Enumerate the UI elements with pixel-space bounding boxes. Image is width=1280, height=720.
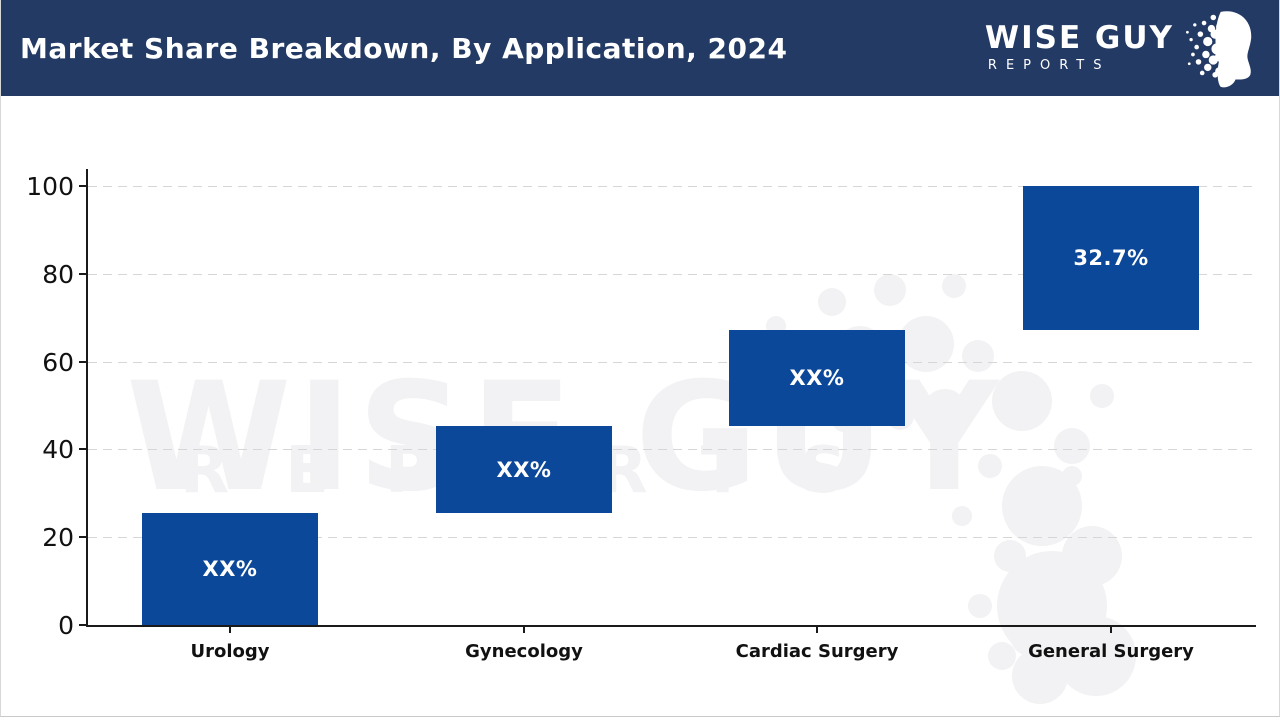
y-tick-mark xyxy=(79,272,87,275)
y-tick-label: 100 xyxy=(26,172,74,201)
gridline-100 xyxy=(88,186,1256,187)
header: Market Share Breakdown, By Application, … xyxy=(0,0,1280,96)
x-tick-mark xyxy=(229,625,231,633)
y-tick-label: 0 xyxy=(58,611,74,640)
bar-value-label: XX% xyxy=(496,457,552,482)
y-tick-mark xyxy=(79,360,87,363)
bar-general-surgery: 32.7% xyxy=(1023,186,1199,330)
y-tick-label: 20 xyxy=(42,523,74,553)
brand-logo: WISE GUY REPORTS xyxy=(985,6,1254,90)
bar-urology: XX% xyxy=(142,513,318,625)
gridline-40 xyxy=(88,449,1256,451)
logo-wordmark: WISE GUY REPORTS xyxy=(984,20,1174,74)
x-axis-line xyxy=(86,625,1256,627)
logo-reports-text: REPORTS xyxy=(987,58,1111,73)
logo-face-icon xyxy=(1180,6,1254,90)
x-tick-mark xyxy=(523,625,525,633)
y-tick-mark xyxy=(79,536,87,539)
x-tick-mark xyxy=(1110,625,1112,633)
category-label: Urology xyxy=(190,641,270,662)
category-label: Cardiac Surgery xyxy=(735,641,899,662)
x-tick-mark xyxy=(816,625,818,633)
y-tick-label: 40 xyxy=(42,435,74,465)
y-tick-mark xyxy=(79,448,87,451)
category-label: General Surgery xyxy=(1028,641,1194,662)
category-label: Gynecology xyxy=(465,641,583,662)
gridline-20 xyxy=(88,537,1256,539)
bar-gynecology: XX% xyxy=(436,426,612,514)
bar-value-label: XX% xyxy=(202,557,258,582)
gridline-60 xyxy=(88,361,1256,363)
y-axis-line xyxy=(86,169,88,627)
logo-wordmark-text: WISE GUY xyxy=(984,20,1174,56)
bar-value-label: 32.7% xyxy=(1073,245,1149,270)
page-title: Market Share Breakdown, By Application, … xyxy=(20,31,788,65)
plot: 0 20 40 60 80 100 XX% Urology XX% Gynecology XX% Ca… xyxy=(26,169,1256,662)
y-tick-label: 60 xyxy=(42,347,74,377)
y-tick-mark xyxy=(79,185,87,187)
bar-cardiac-surgery: XX% xyxy=(729,329,905,427)
bar-value-label: XX% xyxy=(789,365,845,390)
y-tick-mark xyxy=(79,624,87,626)
gridline-80 xyxy=(88,273,1256,275)
y-tick-label: 80 xyxy=(42,259,74,289)
